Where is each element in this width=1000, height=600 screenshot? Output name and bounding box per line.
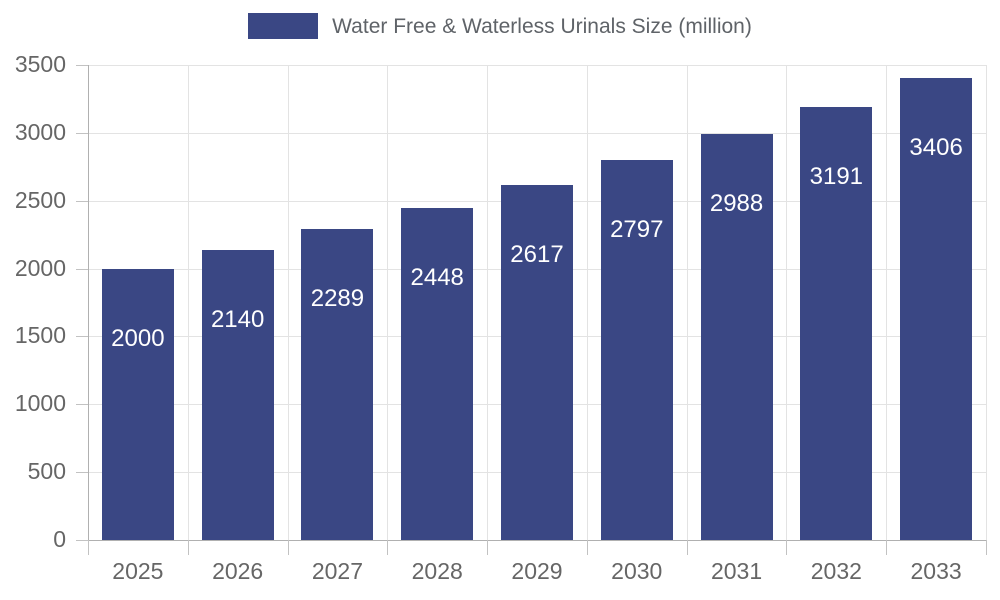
vertical-gridline <box>587 65 588 540</box>
y-axis-tick-mark <box>76 132 88 134</box>
bar[interactable] <box>600 160 673 540</box>
y-axis-tick-label: 500 <box>27 458 66 485</box>
legend-label: Water Free & Waterless Urinals Size (mil… <box>332 14 752 38</box>
x-axis-tick-mark <box>88 540 89 555</box>
y-axis-tick-label: 2500 <box>14 186 66 213</box>
vertical-gridline <box>687 65 688 540</box>
y-axis-tick-label: 1000 <box>14 390 66 417</box>
bar-value-label: 2988 <box>709 190 764 218</box>
x-axis-tick-mark <box>587 540 588 555</box>
bar[interactable] <box>700 134 773 540</box>
bar[interactable] <box>101 268 174 540</box>
x-axis-tick-mark <box>986 540 987 555</box>
legend-item[interactable]: Water Free & Waterless Urinals Size (mil… <box>248 13 752 39</box>
bar-value-label: 2140 <box>210 305 265 333</box>
horizontal-gridline <box>88 132 986 134</box>
bar[interactable] <box>800 106 873 540</box>
y-axis-tick-label: 3500 <box>14 51 66 77</box>
bar-value-label: 2289 <box>310 285 365 313</box>
bar[interactable] <box>201 249 274 540</box>
y-axis-tick-mark <box>76 540 88 541</box>
x-axis-tick-label: 2033 <box>910 558 962 584</box>
x-axis-tick-mark <box>387 540 388 555</box>
bar[interactable] <box>900 77 973 540</box>
y-axis-spine <box>88 65 89 555</box>
bar-value-label: 2617 <box>510 240 564 268</box>
bar[interactable] <box>301 229 374 540</box>
vertical-gridline <box>986 65 987 540</box>
bar[interactable] <box>501 184 573 540</box>
bar-value-label: 2797 <box>610 216 664 244</box>
x-axis-tick-label: 2028 <box>411 558 463 584</box>
vertical-gridline <box>487 65 488 540</box>
x-axis-tick-mark <box>886 540 887 555</box>
x-axis-tick-mark <box>288 540 289 555</box>
x-axis-tick-mark <box>188 540 189 555</box>
y-axis-tick-label: 1500 <box>14 322 66 349</box>
vertical-gridline <box>886 65 887 540</box>
y-axis-tick-mark <box>76 404 88 406</box>
y-axis-tick-mark <box>76 336 88 338</box>
x-axis-tick-label: 2026 <box>212 558 264 584</box>
x-axis-tick-label: 2029 <box>511 558 563 584</box>
vertical-gridline <box>786 65 787 540</box>
y-axis-tick-mark <box>76 65 88 66</box>
vertical-gridline <box>387 65 388 540</box>
y-axis-tick-mark <box>76 268 88 270</box>
x-axis-tick-mark <box>487 540 488 555</box>
x-axis-tick-label: 2031 <box>710 558 763 584</box>
bar-value-label: 3191 <box>809 162 864 190</box>
bar-value-label: 3406 <box>909 133 963 161</box>
bar-value-label: 2448 <box>410 263 464 291</box>
y-axis-tick-label: 3000 <box>14 118 66 145</box>
x-axis-tick-label: 2027 <box>311 558 364 584</box>
x-axis-tick-label: 2030 <box>611 558 663 584</box>
bar-value-label: 2000 <box>111 324 165 352</box>
x-axis-tick-mark <box>786 540 787 555</box>
vertical-gridline <box>288 65 289 540</box>
horizontal-gridline <box>88 65 986 66</box>
bar[interactable] <box>401 207 474 540</box>
chart-legend: Water Free & Waterless Urinals Size (mil… <box>0 0 1000 52</box>
y-axis-tick-label: 0 <box>53 526 66 552</box>
y-axis-tick-label: 2000 <box>14 254 66 281</box>
x-axis-line <box>88 540 986 541</box>
x-axis-tick-label: 2032 <box>810 558 862 584</box>
y-axis-tick-mark <box>76 200 88 202</box>
x-axis-tick-mark <box>687 540 688 555</box>
y-axis-tick-mark <box>76 472 88 474</box>
vertical-gridline <box>188 65 189 540</box>
x-axis-tick-label: 2025 <box>112 558 164 584</box>
legend-color-swatch <box>248 13 319 39</box>
